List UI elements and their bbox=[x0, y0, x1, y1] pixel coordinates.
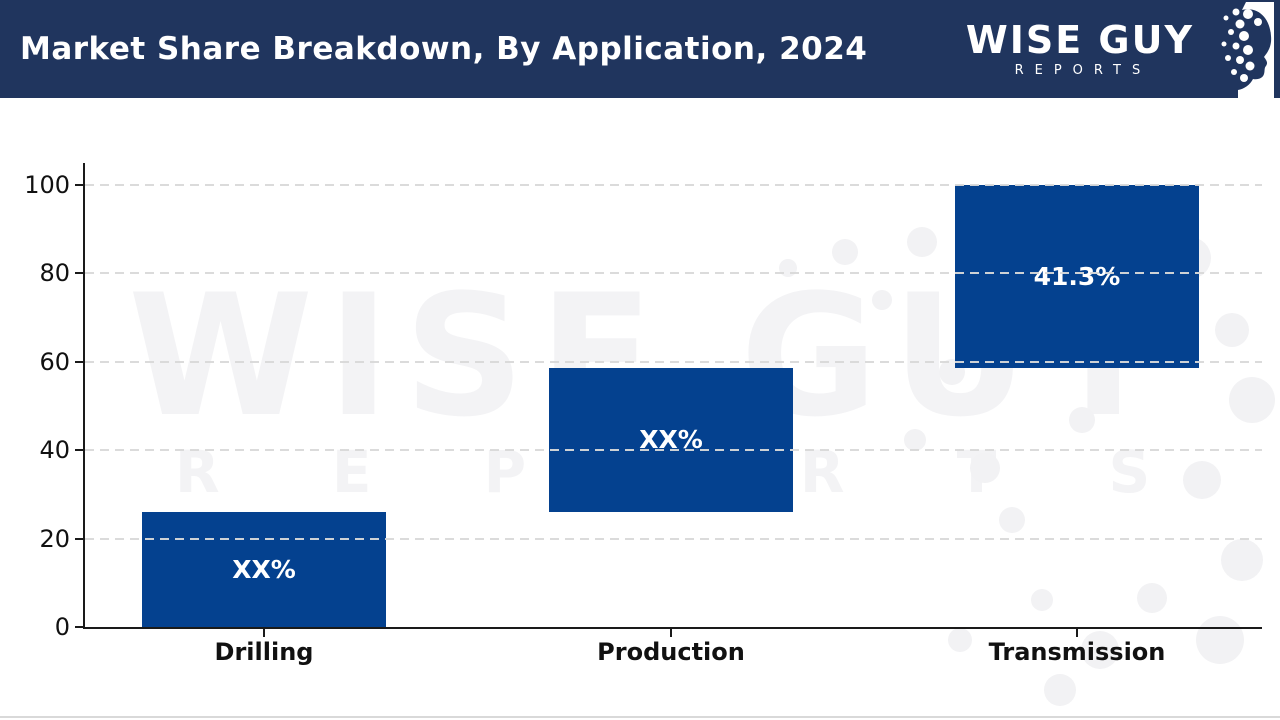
footer-divider bbox=[0, 716, 1280, 718]
watermark-dot bbox=[832, 239, 858, 265]
bar-transmission: 41.3% bbox=[955, 185, 1199, 368]
bar-value-label: 41.3% bbox=[1033, 261, 1121, 291]
y-tick-label: 40 bbox=[39, 436, 70, 465]
x-axis-label-production: Production bbox=[597, 638, 745, 666]
logo-wordmark: WISE GUY bbox=[965, 17, 1194, 62]
bar-value-label: XX% bbox=[232, 555, 296, 585]
y-tick-label: 100 bbox=[24, 171, 70, 199]
y-tick bbox=[75, 449, 83, 452]
x-axis-spine bbox=[83, 627, 1262, 629]
y-tick-label: 20 bbox=[39, 524, 70, 553]
watermark-dot bbox=[1137, 583, 1167, 613]
gridline bbox=[85, 184, 1262, 186]
y-tick bbox=[75, 184, 83, 186]
gridline bbox=[85, 360, 1262, 363]
logo-subtitle: REPORTS bbox=[1014, 62, 1152, 78]
watermark-dot bbox=[999, 507, 1025, 533]
x-tick bbox=[670, 629, 672, 637]
watermark-dot bbox=[1221, 539, 1263, 581]
x-tick bbox=[1076, 629, 1078, 637]
bar-drilling: XX% bbox=[142, 512, 386, 627]
watermark-dot bbox=[1196, 616, 1244, 664]
watermark-dot bbox=[1183, 461, 1221, 499]
watermark-dot bbox=[1215, 313, 1249, 347]
y-tick bbox=[75, 626, 83, 628]
watermark-dot bbox=[907, 227, 937, 257]
wise-guy-reports-logo: WISE GUY REPORTS bbox=[966, 1, 1274, 98]
y-tick bbox=[75, 537, 83, 540]
watermark-dot bbox=[1069, 407, 1095, 433]
gridline bbox=[85, 537, 1262, 540]
chart-title: Market Share Breakdown, By Application, … bbox=[20, 31, 868, 67]
x-axis-label-transmission: Transmission bbox=[988, 638, 1166, 666]
gridline bbox=[85, 272, 1262, 275]
y-tick-label: 0 bbox=[54, 613, 70, 641]
watermark-dot bbox=[1229, 377, 1275, 423]
y-axis-spine bbox=[83, 163, 85, 629]
header-bar: Market Share Breakdown, By Application, … bbox=[0, 0, 1280, 98]
gridline bbox=[85, 449, 1262, 452]
y-tick-label: 80 bbox=[39, 259, 70, 288]
watermark-dot bbox=[872, 290, 892, 310]
bar-production: XX% bbox=[549, 367, 793, 513]
x-axis-label-drilling: Drilling bbox=[214, 638, 314, 666]
y-tick-label: 60 bbox=[39, 347, 70, 376]
watermark-dot bbox=[1044, 674, 1076, 706]
watermark-dot bbox=[904, 429, 926, 451]
y-tick bbox=[75, 360, 83, 363]
watermark-dot bbox=[970, 453, 1000, 483]
watermark-dot bbox=[948, 628, 972, 652]
x-tick bbox=[263, 629, 265, 637]
logo-text: WISE GUY REPORTS bbox=[966, 21, 1194, 78]
watermark-dot bbox=[1031, 589, 1053, 611]
watermark-dot bbox=[1081, 631, 1119, 669]
face-profile-icon bbox=[1221, 2, 1274, 98]
y-tick bbox=[75, 272, 83, 275]
